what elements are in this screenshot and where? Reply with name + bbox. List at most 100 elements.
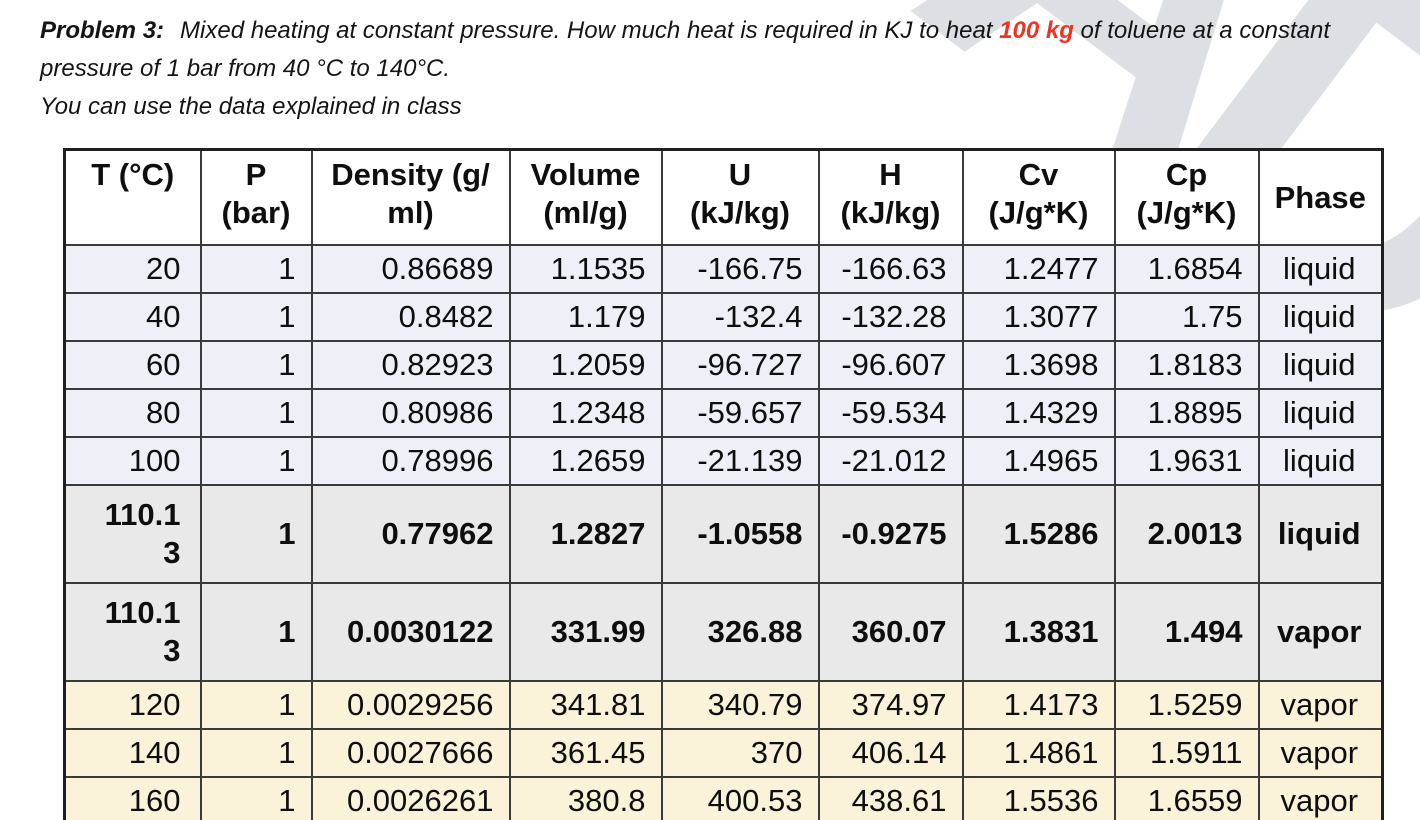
cell-density: 0.0030122 xyxy=(310,582,511,682)
cell-p: 1 xyxy=(199,244,313,294)
table-row: 60 1 0.82923 1.2059 -96.727 -96.607 1.3698 1.81… xyxy=(63,340,1384,390)
problem-block: Problem 3: Mixed heating at constant pres… xyxy=(40,12,1412,126)
cell-density: 0.0029256 xyxy=(310,680,511,730)
table-row: 40 1 0.8482 1.179 -132.4 -132.28 1.3077 1.75 liq… xyxy=(63,292,1384,342)
cell-volume: 380.8 xyxy=(508,776,663,820)
header-line: T (°C) xyxy=(91,157,175,192)
cell-cp: 1.5911 xyxy=(1113,728,1260,778)
problem-note: You can use the data explained in class xyxy=(40,93,462,120)
cell-density: 0.80986 xyxy=(310,388,511,438)
cell-p: 1 xyxy=(199,728,313,778)
cell-density: 0.0027666 xyxy=(310,728,511,778)
cell-phase: vapor xyxy=(1257,680,1384,730)
cell-phase: liquid xyxy=(1257,436,1384,486)
cell-phase: liquid xyxy=(1257,292,1384,342)
cell-h: -132.28 xyxy=(817,292,964,342)
toluene-properties-table: T (°C) P (bar) Density (g/ ml) Volume (m… xyxy=(63,148,1384,820)
cell-u: -59.657 xyxy=(660,388,820,438)
cell-h: -0.9275 xyxy=(817,484,964,584)
cell-cv: 1.4965 xyxy=(961,436,1116,486)
cell-cv: 1.2477 xyxy=(961,244,1116,294)
cell-cp: 1.75 xyxy=(1113,292,1260,342)
header-line: (ml/g) xyxy=(543,195,628,230)
header-internal-energy: U (kJ/kg) xyxy=(660,148,820,246)
header-enthalpy: H (kJ/kg) xyxy=(817,148,964,246)
header-cv: Cv (J/g*K) xyxy=(961,148,1116,246)
cell-phase: liquid xyxy=(1257,244,1384,294)
cell-volume: 1.1535 xyxy=(508,244,663,294)
cell-phase: liquid xyxy=(1257,388,1384,438)
header-line: Volume xyxy=(530,157,641,192)
table-row: 80 1 0.80986 1.2348 -59.657 -59.534 1.4329 1.88… xyxy=(63,388,1384,438)
cell-density: 0.78996 xyxy=(310,436,511,486)
cell-phase: liquid xyxy=(1257,484,1384,584)
table-row: 110.13 1 0.0030122 331.99 326.88 360.07 1.3831… xyxy=(63,582,1384,682)
header-line: Cv xyxy=(1018,157,1059,192)
cell-phase: vapor xyxy=(1257,728,1384,778)
cell-phase: liquid xyxy=(1257,340,1384,390)
cell-t: 100 xyxy=(63,436,202,486)
header-density: Density (g/ ml) xyxy=(310,148,511,246)
cell-volume: 1.2348 xyxy=(508,388,663,438)
cell-density: 0.82923 xyxy=(310,340,511,390)
table-body: 20 1 0.86689 1.1535 -166.75 -166.63 1.2477 1.68… xyxy=(63,244,1384,820)
cell-volume: 1.2659 xyxy=(508,436,663,486)
cell-cp: 1.8895 xyxy=(1113,388,1260,438)
header-cp: Cp (J/g*K) xyxy=(1113,148,1260,246)
cell-u: 340.79 xyxy=(660,680,820,730)
cell-t: 160 xyxy=(63,776,202,820)
header-line: (bar) xyxy=(221,195,291,230)
problem-text-2: of toluene at a constant pressure of 1 b… xyxy=(40,17,1331,82)
problem-statement: Problem 3: Mixed heating at constant pres… xyxy=(40,12,1412,88)
table-row: 20 1 0.86689 1.1535 -166.75 -166.63 1.2477 1.68… xyxy=(63,244,1384,294)
header-line: (J/g*K) xyxy=(1136,195,1237,230)
cell-h: 438.61 xyxy=(817,776,964,820)
cell-h: 406.14 xyxy=(817,728,964,778)
cell-h: 374.97 xyxy=(817,680,964,730)
header-line: Density (g/ xyxy=(331,157,490,192)
cell-t: 110.13 xyxy=(63,582,202,682)
cell-density: 0.0026261 xyxy=(310,776,511,820)
cell-cv: 1.3831 xyxy=(961,582,1116,682)
cell-u: -21.139 xyxy=(660,436,820,486)
cell-u: -1.0558 xyxy=(660,484,820,584)
table-row: 140 1 0.0027666 361.45 370 406.14 1.4861 1.5911… xyxy=(63,728,1384,778)
temperature-value: 110.13 xyxy=(104,595,181,668)
header-line: Phase xyxy=(1274,179,1366,215)
header-phase: Phase xyxy=(1257,148,1384,246)
header-volume: Volume (ml/g) xyxy=(508,148,663,246)
cell-h: -21.012 xyxy=(817,436,964,486)
cell-t: 80 xyxy=(63,388,202,438)
cell-volume: 331.99 xyxy=(508,582,663,682)
header-row: T (°C) P (bar) Density (g/ ml) Volume (m… xyxy=(63,148,1384,246)
header-line: ml) xyxy=(387,195,434,230)
cell-h: -166.63 xyxy=(817,244,964,294)
cell-t: 120 xyxy=(63,680,202,730)
cell-t: 60 xyxy=(63,340,202,390)
cell-u: -166.75 xyxy=(660,244,820,294)
cell-cv: 1.4173 xyxy=(961,680,1116,730)
cell-p: 1 xyxy=(199,436,313,486)
header-line: Cp xyxy=(1165,157,1208,192)
cell-t: 40 xyxy=(63,292,202,342)
header-line: (J/g*K) xyxy=(988,195,1089,230)
header-line: (kJ/kg) xyxy=(690,195,790,230)
cell-cv: 1.4861 xyxy=(961,728,1116,778)
problem-label: Problem 3: xyxy=(40,17,165,44)
cell-cp: 1.6854 xyxy=(1113,244,1260,294)
cell-p: 1 xyxy=(199,776,313,820)
cell-volume: 1.179 xyxy=(508,292,663,342)
cell-t: 20 xyxy=(63,244,202,294)
cell-t: 110.13 xyxy=(63,484,202,584)
header-line: H xyxy=(879,157,902,192)
cell-cp: 1.6559 xyxy=(1113,776,1260,820)
table-header: T (°C) P (bar) Density (g/ ml) Volume (m… xyxy=(63,148,1384,246)
cell-p: 1 xyxy=(199,388,313,438)
temperature-value: 110.13 xyxy=(104,497,181,570)
cell-u: 326.88 xyxy=(660,582,820,682)
cell-density: 0.8482 xyxy=(310,292,511,342)
header-pressure: P (bar) xyxy=(199,148,313,246)
cell-t: 140 xyxy=(63,728,202,778)
header-temperature: T (°C) xyxy=(63,148,202,246)
